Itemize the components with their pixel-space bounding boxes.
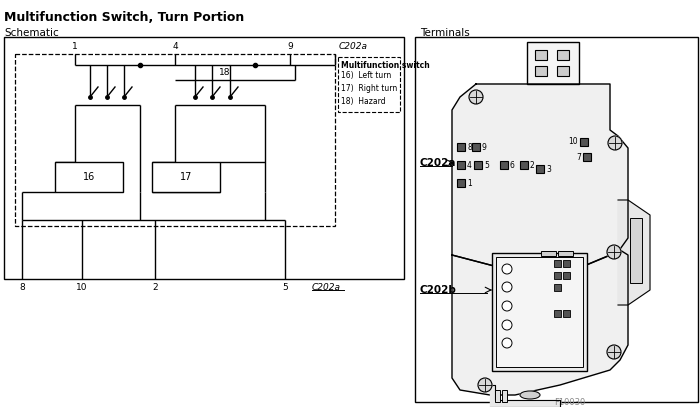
Polygon shape (452, 250, 628, 395)
Text: 4: 4 (467, 160, 472, 169)
Text: 8: 8 (19, 283, 25, 292)
Text: 4: 4 (558, 273, 562, 278)
Text: Multifunction Switch, Turn Portion: Multifunction Switch, Turn Portion (4, 11, 244, 24)
Bar (580, 138, 588, 146)
Bar (4, 37, 404, 279)
Bar (472, 143, 480, 151)
Text: 7: 7 (576, 153, 581, 162)
Bar (583, 153, 591, 161)
Circle shape (502, 282, 512, 292)
Bar (536, 165, 544, 173)
Text: 2: 2 (530, 160, 535, 169)
Circle shape (469, 90, 483, 104)
Text: 2: 2 (152, 283, 158, 292)
Text: 3: 3 (546, 164, 551, 173)
Text: C202b: C202b (420, 285, 457, 295)
Text: 17: 17 (180, 172, 193, 182)
Bar (502, 390, 507, 402)
Bar (415, 37, 698, 402)
Ellipse shape (520, 391, 540, 399)
Bar (527, 42, 579, 84)
Bar (557, 66, 569, 76)
Text: 3: 3 (549, 273, 553, 278)
Bar (500, 161, 508, 169)
Text: 6: 6 (558, 311, 562, 316)
Text: F10030: F10030 (554, 398, 586, 407)
Polygon shape (490, 385, 560, 407)
Text: Terminals: Terminals (420, 28, 470, 38)
Text: 5: 5 (282, 283, 288, 292)
Bar (457, 143, 465, 151)
Bar (563, 260, 570, 267)
Text: 7: 7 (549, 311, 553, 316)
Bar (474, 161, 482, 169)
Text: 16: 16 (83, 172, 95, 182)
Bar (457, 179, 465, 187)
Text: 9: 9 (287, 42, 293, 51)
Text: 1: 1 (72, 42, 78, 51)
Polygon shape (618, 200, 650, 305)
Text: Multifunction switch: Multifunction switch (341, 61, 430, 70)
Text: 10: 10 (568, 138, 578, 147)
Text: C202a: C202a (420, 158, 456, 168)
Text: 8: 8 (467, 142, 472, 151)
Bar (55, 162, 123, 192)
Text: C202a: C202a (339, 42, 368, 51)
Bar (535, 66, 547, 76)
Text: C202a: C202a (312, 283, 341, 292)
Bar (557, 50, 569, 60)
Text: 5: 5 (549, 285, 553, 290)
Text: 1: 1 (558, 261, 562, 266)
Text: 5: 5 (484, 160, 489, 169)
Bar (563, 272, 570, 279)
Bar (558, 251, 573, 256)
Text: 17)  Right turn: 17) Right turn (341, 84, 398, 93)
Circle shape (502, 264, 512, 274)
Text: 4: 4 (172, 42, 178, 51)
Polygon shape (452, 84, 628, 278)
Text: 16)  Left turn: 16) Left turn (341, 71, 391, 80)
Circle shape (502, 338, 512, 348)
Text: 2: 2 (549, 261, 553, 266)
Bar (554, 260, 561, 267)
Text: 18)  Hazard: 18) Hazard (341, 97, 386, 106)
Bar (554, 310, 561, 317)
Circle shape (502, 320, 512, 330)
Bar (563, 310, 570, 317)
Text: 1: 1 (467, 179, 472, 188)
Circle shape (478, 378, 492, 392)
Bar (554, 272, 561, 279)
Bar (630, 218, 642, 283)
Bar (495, 390, 500, 402)
Bar (520, 161, 528, 169)
Bar (535, 50, 547, 60)
Circle shape (607, 345, 621, 359)
Bar (15, 54, 335, 226)
Circle shape (608, 136, 622, 150)
Text: Schematic: Schematic (4, 28, 59, 38)
Text: 6: 6 (510, 160, 515, 169)
Bar (496, 257, 583, 367)
Circle shape (607, 245, 621, 259)
Bar (457, 161, 465, 169)
Bar (338, 57, 400, 112)
Text: 10: 10 (76, 283, 88, 292)
Bar (152, 162, 220, 192)
Text: 9: 9 (482, 142, 487, 151)
Bar (541, 251, 556, 256)
Bar (554, 284, 561, 291)
Text: 18: 18 (219, 68, 231, 77)
Bar (492, 253, 587, 371)
Circle shape (502, 301, 512, 311)
